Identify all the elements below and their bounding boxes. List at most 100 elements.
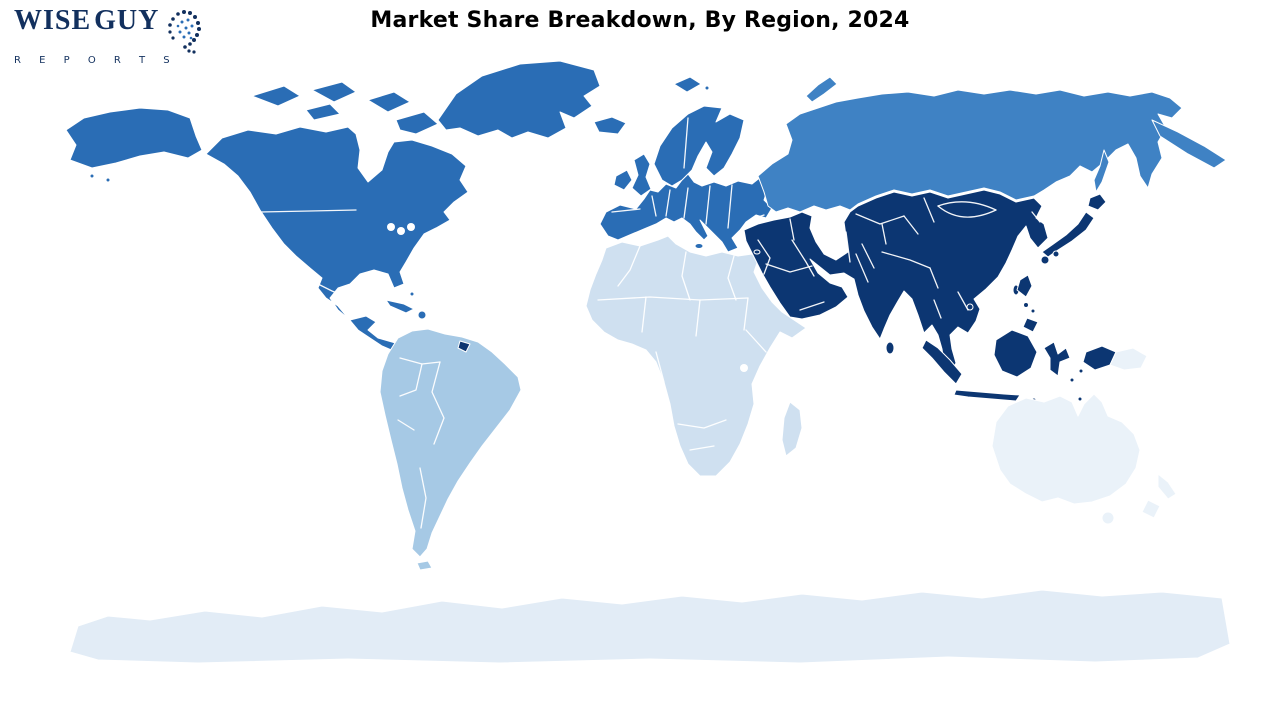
border-asia xyxy=(765,263,813,273)
baffin-island xyxy=(395,111,439,135)
border-us-canada xyxy=(207,209,357,213)
africa-mainland xyxy=(585,235,807,477)
border-asia xyxy=(923,197,935,223)
border-europe xyxy=(611,208,641,213)
border-asia xyxy=(903,215,919,235)
chart-title: Market Share Breakdown, By Region, 2024 xyxy=(370,8,910,33)
logo-word-wise: WISE xyxy=(14,5,92,36)
philippines-islet xyxy=(1030,308,1036,314)
hispaniola xyxy=(417,310,427,320)
logo: WISE GUY R E P O R T S xyxy=(14,6,206,66)
cyprus xyxy=(753,249,761,255)
border-africa xyxy=(727,255,737,301)
region-russia-cis xyxy=(757,76,1227,213)
alaska xyxy=(65,107,203,169)
border-africa xyxy=(745,329,767,353)
antarctica xyxy=(69,589,1231,664)
australia xyxy=(991,393,1141,505)
border-europe xyxy=(727,184,733,229)
svalbard-islet xyxy=(704,85,710,91)
philippines-mindanao xyxy=(1022,317,1039,333)
region-antarctica xyxy=(69,589,1231,664)
border-africa xyxy=(641,296,647,333)
border-asia xyxy=(855,213,905,225)
chukotka-tail xyxy=(1151,119,1227,169)
region-oceania xyxy=(991,347,1177,525)
asia-mainland xyxy=(743,189,1049,376)
head-dots-icon xyxy=(168,10,202,54)
logo-word-guy: GUY xyxy=(94,5,160,36)
border-asia xyxy=(957,291,969,311)
new-zealand-north xyxy=(1157,473,1177,500)
svalbard xyxy=(673,76,702,93)
maluku xyxy=(1078,368,1084,374)
new-zealand-south xyxy=(1141,499,1161,519)
border-mongolia xyxy=(937,205,997,218)
lakes xyxy=(387,223,748,372)
border-asia xyxy=(933,299,942,319)
japan-kyushu xyxy=(1040,255,1050,265)
border-asia xyxy=(929,267,939,289)
border-europe xyxy=(749,214,765,221)
borneo xyxy=(993,329,1038,378)
border-us-mexico xyxy=(311,280,353,300)
papua-new-guinea xyxy=(1109,347,1148,371)
arctic-island xyxy=(251,85,301,107)
border-asia xyxy=(789,218,795,241)
philippines-visayas xyxy=(1023,302,1029,308)
region-asia-pacific xyxy=(743,189,1117,405)
border-asia xyxy=(855,253,869,283)
iceland xyxy=(593,116,627,135)
region-africa xyxy=(585,235,807,477)
border-europe xyxy=(705,185,711,225)
arctic-island xyxy=(367,91,411,113)
border-africa xyxy=(695,299,701,337)
border-sa xyxy=(419,467,427,529)
great-britain xyxy=(631,153,652,197)
sri-lanka xyxy=(885,341,895,355)
border-africa xyxy=(681,251,691,301)
russia-mainland xyxy=(757,89,1183,213)
border-europe xyxy=(683,187,689,219)
border-europe xyxy=(651,195,657,217)
japan-honshu xyxy=(1041,211,1095,258)
region-north-america xyxy=(65,60,601,359)
great-lake xyxy=(387,223,395,231)
border-africa xyxy=(655,351,665,413)
tasmania xyxy=(1101,511,1115,525)
border-asia xyxy=(845,231,851,263)
japan-hokkaido xyxy=(1087,193,1107,211)
greenland xyxy=(437,60,601,139)
border-sa xyxy=(431,361,445,445)
region-europe xyxy=(593,76,773,253)
java xyxy=(953,389,1021,402)
aleutian-island xyxy=(105,177,111,183)
border-scandinavia xyxy=(683,117,689,169)
border-asia xyxy=(861,243,875,269)
bahamas xyxy=(409,291,415,297)
border-sa xyxy=(399,363,423,397)
japan-shikoku xyxy=(1052,250,1060,258)
ireland xyxy=(613,169,633,191)
sulawesi xyxy=(1043,341,1071,377)
cuba xyxy=(385,299,415,314)
region-south-america xyxy=(379,328,522,571)
border-africa xyxy=(743,297,749,331)
region-french-guiana xyxy=(457,340,471,353)
aleutian-island xyxy=(89,173,95,179)
border-asia xyxy=(791,239,815,277)
madagascar xyxy=(781,401,803,457)
maluku xyxy=(1069,377,1075,383)
scandinavia xyxy=(653,105,745,187)
border-sa xyxy=(397,419,415,431)
novaya-zemlya xyxy=(805,76,838,103)
border-asia xyxy=(799,301,825,311)
border-africa xyxy=(597,296,749,301)
sumatra xyxy=(921,339,963,385)
arctic-island xyxy=(311,81,357,103)
sakhalin xyxy=(1093,149,1110,193)
tierra-del-fuego xyxy=(416,560,433,571)
border-africa xyxy=(677,419,727,429)
border-africa xyxy=(617,245,641,287)
